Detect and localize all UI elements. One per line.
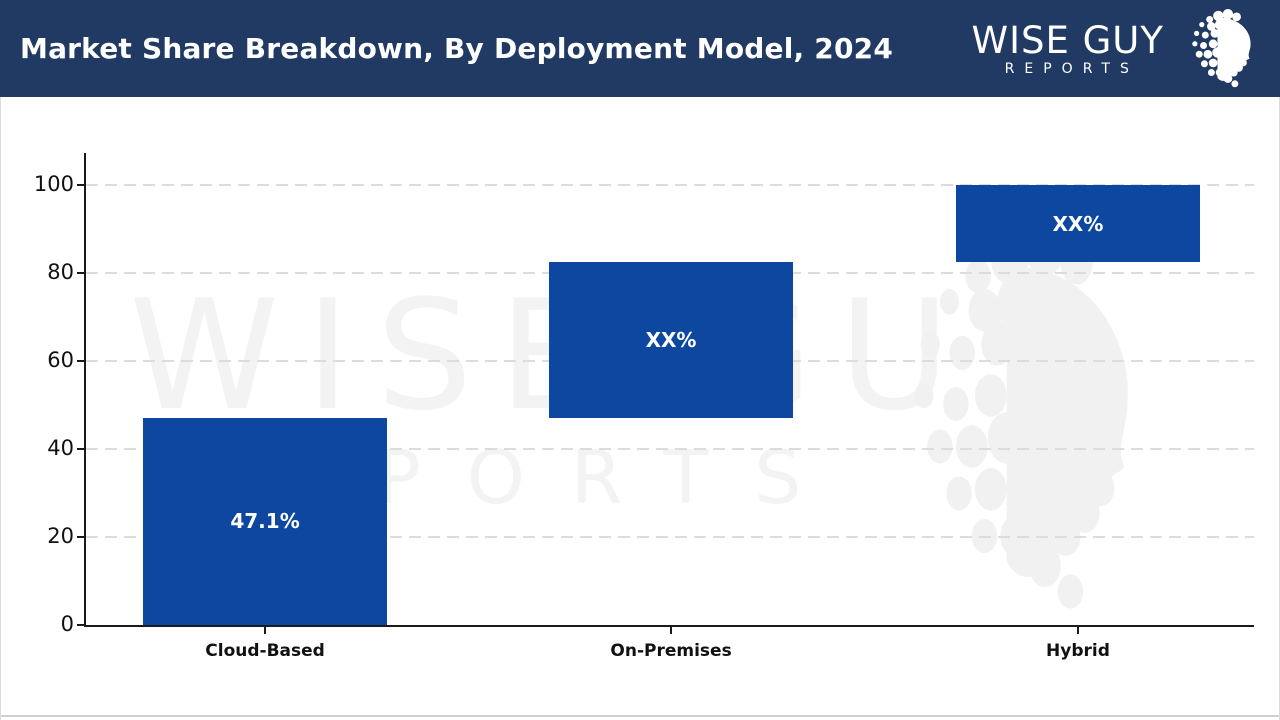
y-tick-label: 100: [33, 172, 74, 196]
y-tick-mark: [77, 184, 85, 186]
x-tick-mark: [264, 625, 267, 634]
y-tick-mark: [77, 272, 85, 274]
report-header: Market Share Breakdown, By Deployment Mo…: [0, 0, 1280, 97]
bar-value-label: 47.1%: [230, 509, 300, 534]
y-tick-label: 80: [47, 260, 74, 284]
bottom-rule: [1, 715, 1279, 717]
bar-on-premises: XX%: [549, 262, 794, 418]
bar-hybrid: XX%: [955, 185, 1200, 263]
plot-area: 47.1% XX% XX%: [86, 155, 1254, 625]
y-axis-spine: [84, 153, 86, 627]
y-tick-mark: [77, 624, 85, 626]
y-tick-label: 20: [47, 524, 74, 548]
x-category-label: On-Premises: [610, 641, 732, 661]
bar-value-label: XX%: [1052, 211, 1104, 236]
x-category-label: Cloud-Based: [205, 641, 325, 661]
y-tick-mark: [77, 448, 85, 450]
logo-text: WISE GUY REPORTS: [972, 22, 1164, 76]
y-tick-mark: [77, 536, 85, 538]
logo-subtext: REPORTS: [1004, 60, 1139, 77]
wiseguy-logo: WISE GUY REPORTS: [972, 8, 1262, 89]
logo-wordmark: WISE GUY: [971, 18, 1164, 62]
chart-body: WISE GUY REPORTS 47.1% XX% XX% 0 20 40 60 80 10…: [0, 97, 1280, 720]
y-tick-label: 40: [47, 436, 74, 460]
x-category-label: Hybrid: [1046, 641, 1110, 661]
logo-head-icon: [1192, 8, 1251, 87]
y-tick-mark: [77, 360, 85, 362]
y-tick-label: 60: [47, 348, 74, 372]
gridline-100: [86, 184, 1254, 186]
gridline-20: [86, 536, 1254, 538]
x-axis-spine: [84, 625, 1254, 627]
chart-region: 47.1% XX% XX% 0 20 40 60 80 100 Cloud-Based On-Pr…: [1, 97, 1279, 720]
x-tick-mark: [1076, 625, 1079, 634]
y-tick-label: 0: [60, 612, 74, 636]
x-tick-mark: [670, 625, 673, 634]
bar-value-label: XX%: [645, 328, 697, 353]
gridline-40: [86, 448, 1254, 450]
page-title: Market Share Breakdown, By Deployment Mo…: [20, 32, 894, 65]
bar-cloud-based: 47.1%: [143, 417, 388, 625]
